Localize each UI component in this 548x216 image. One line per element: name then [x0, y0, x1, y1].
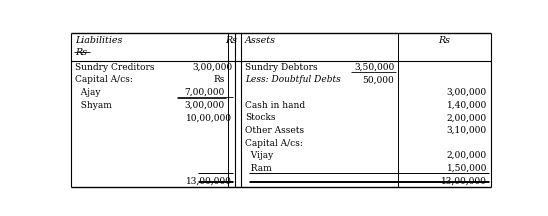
Text: Ram: Ram: [245, 164, 271, 173]
Text: Less: Doubtful Debts: Less: Doubtful Debts: [245, 75, 340, 84]
Text: Rs: Rs: [75, 48, 87, 57]
Text: 2,00,000: 2,00,000: [447, 113, 487, 122]
Text: Rs: Rs: [213, 75, 224, 84]
Text: Sundry Debtors: Sundry Debtors: [245, 63, 317, 72]
Text: 50,000: 50,000: [362, 75, 394, 84]
Text: 7,00,000: 7,00,000: [184, 88, 224, 97]
Text: Vijay: Vijay: [245, 151, 273, 160]
Text: 10,00,000: 10,00,000: [186, 113, 232, 122]
Text: Other Assets: Other Assets: [245, 126, 304, 135]
Text: Ajay: Ajay: [75, 88, 100, 97]
Text: Stocks: Stocks: [245, 113, 275, 122]
Text: 1,50,000: 1,50,000: [447, 164, 487, 173]
Text: 13,00,000: 13,00,000: [186, 176, 232, 185]
Text: Capital A/cs:: Capital A/cs:: [245, 138, 302, 148]
Text: 3,00,000: 3,00,000: [184, 101, 224, 110]
Text: Capital A/cs:: Capital A/cs:: [75, 75, 133, 84]
Text: Liabilities: Liabilities: [75, 36, 122, 45]
Text: 3,10,000: 3,10,000: [447, 126, 487, 135]
Text: Rs: Rs: [226, 36, 238, 45]
Text: 1,40,000: 1,40,000: [447, 101, 487, 110]
Text: 13,00,000: 13,00,000: [441, 176, 487, 185]
Text: Cash in hand: Cash in hand: [245, 101, 305, 110]
Text: 3,00,000: 3,00,000: [192, 63, 232, 72]
Text: Shyam: Shyam: [75, 101, 112, 110]
Text: 3,50,000: 3,50,000: [354, 63, 394, 72]
Text: 2,00,000: 2,00,000: [447, 151, 487, 160]
Text: Sundry Creditors: Sundry Creditors: [75, 63, 155, 72]
Text: 3,00,000: 3,00,000: [447, 88, 487, 97]
Text: Rs: Rs: [438, 36, 450, 45]
Text: Assets: Assets: [245, 36, 276, 45]
